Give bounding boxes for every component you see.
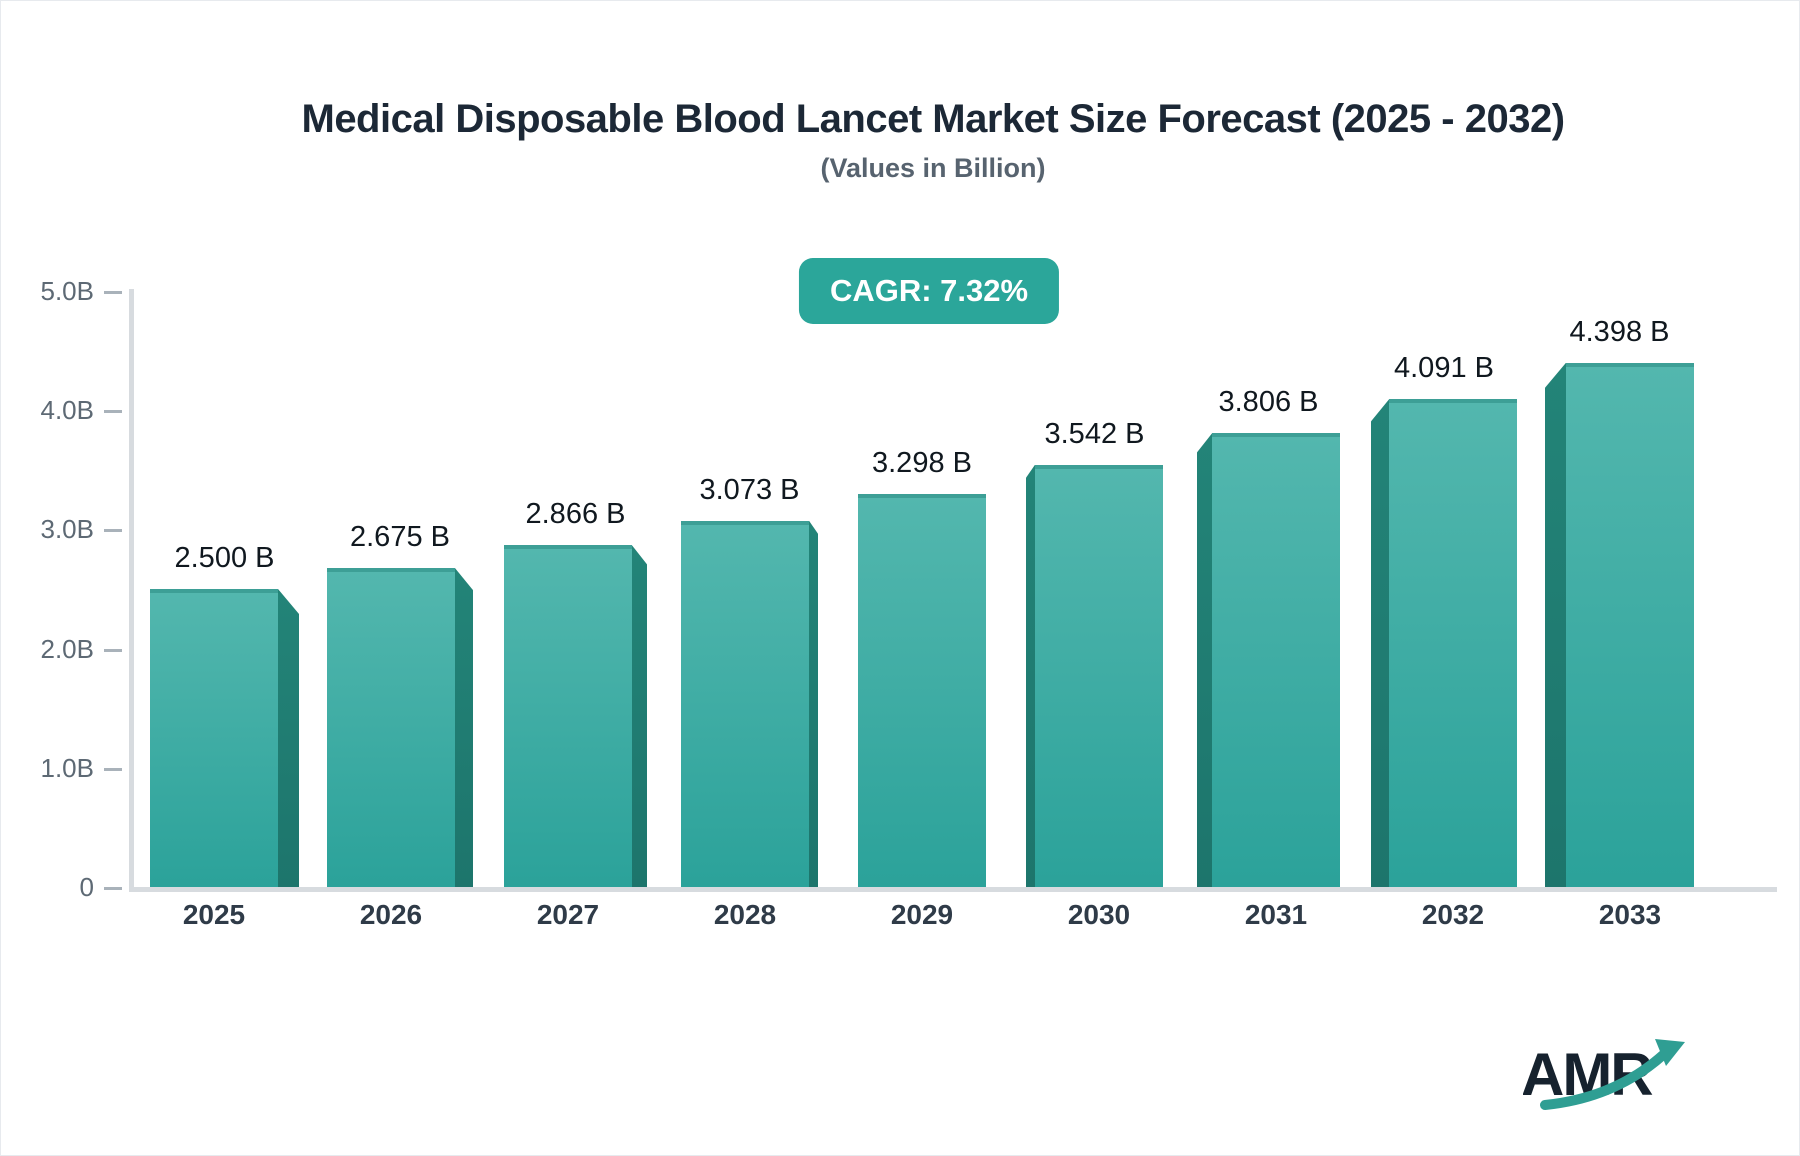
chart-subtitle: (Values in Billion)	[820, 153, 1046, 183]
bar-value-label: 4.091 B	[1394, 352, 1494, 385]
bar-2026[interactable]	[327, 568, 455, 887]
bar-2030[interactable]	[1035, 464, 1163, 887]
bar-value-label: 3.542 B	[1044, 417, 1145, 450]
bar-value-label: 2.500 B	[174, 542, 275, 574]
chart-title: Medical Disposable Blood Lancet Market S…	[301, 97, 1565, 141]
y-axis-tick	[104, 767, 122, 771]
y-axis-tick	[104, 648, 122, 652]
y-axis-tick-label: 5.0B	[40, 276, 95, 306]
x-axis-label-2027: 2027	[536, 899, 600, 930]
bar-side-2025	[278, 589, 299, 887]
y-axis-tick-label: 1.0B	[40, 752, 95, 783]
x-axis-label-2032: 2032	[1421, 899, 1485, 930]
bar-value-label: 2.866 B	[525, 498, 626, 531]
x-axis-label-2030: 2030	[1067, 899, 1131, 930]
x-axis-label-2029: 2029	[890, 899, 954, 930]
bar-2032[interactable]	[1389, 399, 1517, 887]
x-axis-label-2028: 2028	[713, 899, 777, 930]
y-axis-tick-label: 4.0B	[40, 395, 95, 426]
bar-2028[interactable]	[681, 520, 809, 887]
bar-side-2031	[1197, 433, 1212, 887]
amr-logo-arrowhead-icon	[1655, 1039, 1685, 1066]
bar-side-2032	[1371, 399, 1389, 887]
x-axis-label-2026: 2026	[359, 899, 423, 930]
y-axis-tick	[104, 291, 122, 294]
bar-value-label: 3.806 B	[1218, 386, 1319, 419]
y-axis-tick-label: 0	[79, 872, 94, 902]
amr-logo: AMR	[1521, 1033, 1699, 1111]
bar-side-2028	[809, 520, 818, 887]
bar-2033[interactable]	[1566, 362, 1694, 887]
cagr-badge: CAGR: 7.32%	[798, 258, 1060, 324]
bar-value-label: 3.073 B	[699, 473, 800, 506]
bar-2031[interactable]	[1212, 433, 1340, 887]
bar-value-label: 2.675 B	[350, 521, 450, 554]
y-axis-line	[129, 289, 134, 891]
bar-value-label: 4.398 B	[1569, 315, 1670, 348]
x-axis-label-2033: 2033	[1598, 899, 1662, 930]
x-axis-label-2031: 2031	[1244, 899, 1308, 930]
y-axis-tick-label: 3.0B	[40, 514, 95, 545]
bar-value-label: 3.298 B	[872, 446, 972, 479]
bar-2025[interactable]	[150, 589, 278, 887]
y-axis-tick-label: 2.0B	[40, 633, 95, 664]
bar-2029[interactable]	[858, 493, 986, 887]
y-axis-tick	[104, 887, 122, 890]
bar-2027[interactable]	[504, 545, 632, 887]
x-axis-label-2025: 2025	[182, 899, 246, 930]
amr-logo-arrow-icon	[1540, 1050, 1668, 1110]
bar-side-2026	[455, 568, 473, 887]
y-axis-tick	[104, 410, 122, 414]
y-axis-tick	[104, 529, 122, 533]
bar-side-2027	[632, 545, 647, 887]
bar-side-2030	[1026, 464, 1035, 887]
bar-side-2033	[1545, 362, 1566, 887]
x-axis-line	[129, 887, 1777, 892]
